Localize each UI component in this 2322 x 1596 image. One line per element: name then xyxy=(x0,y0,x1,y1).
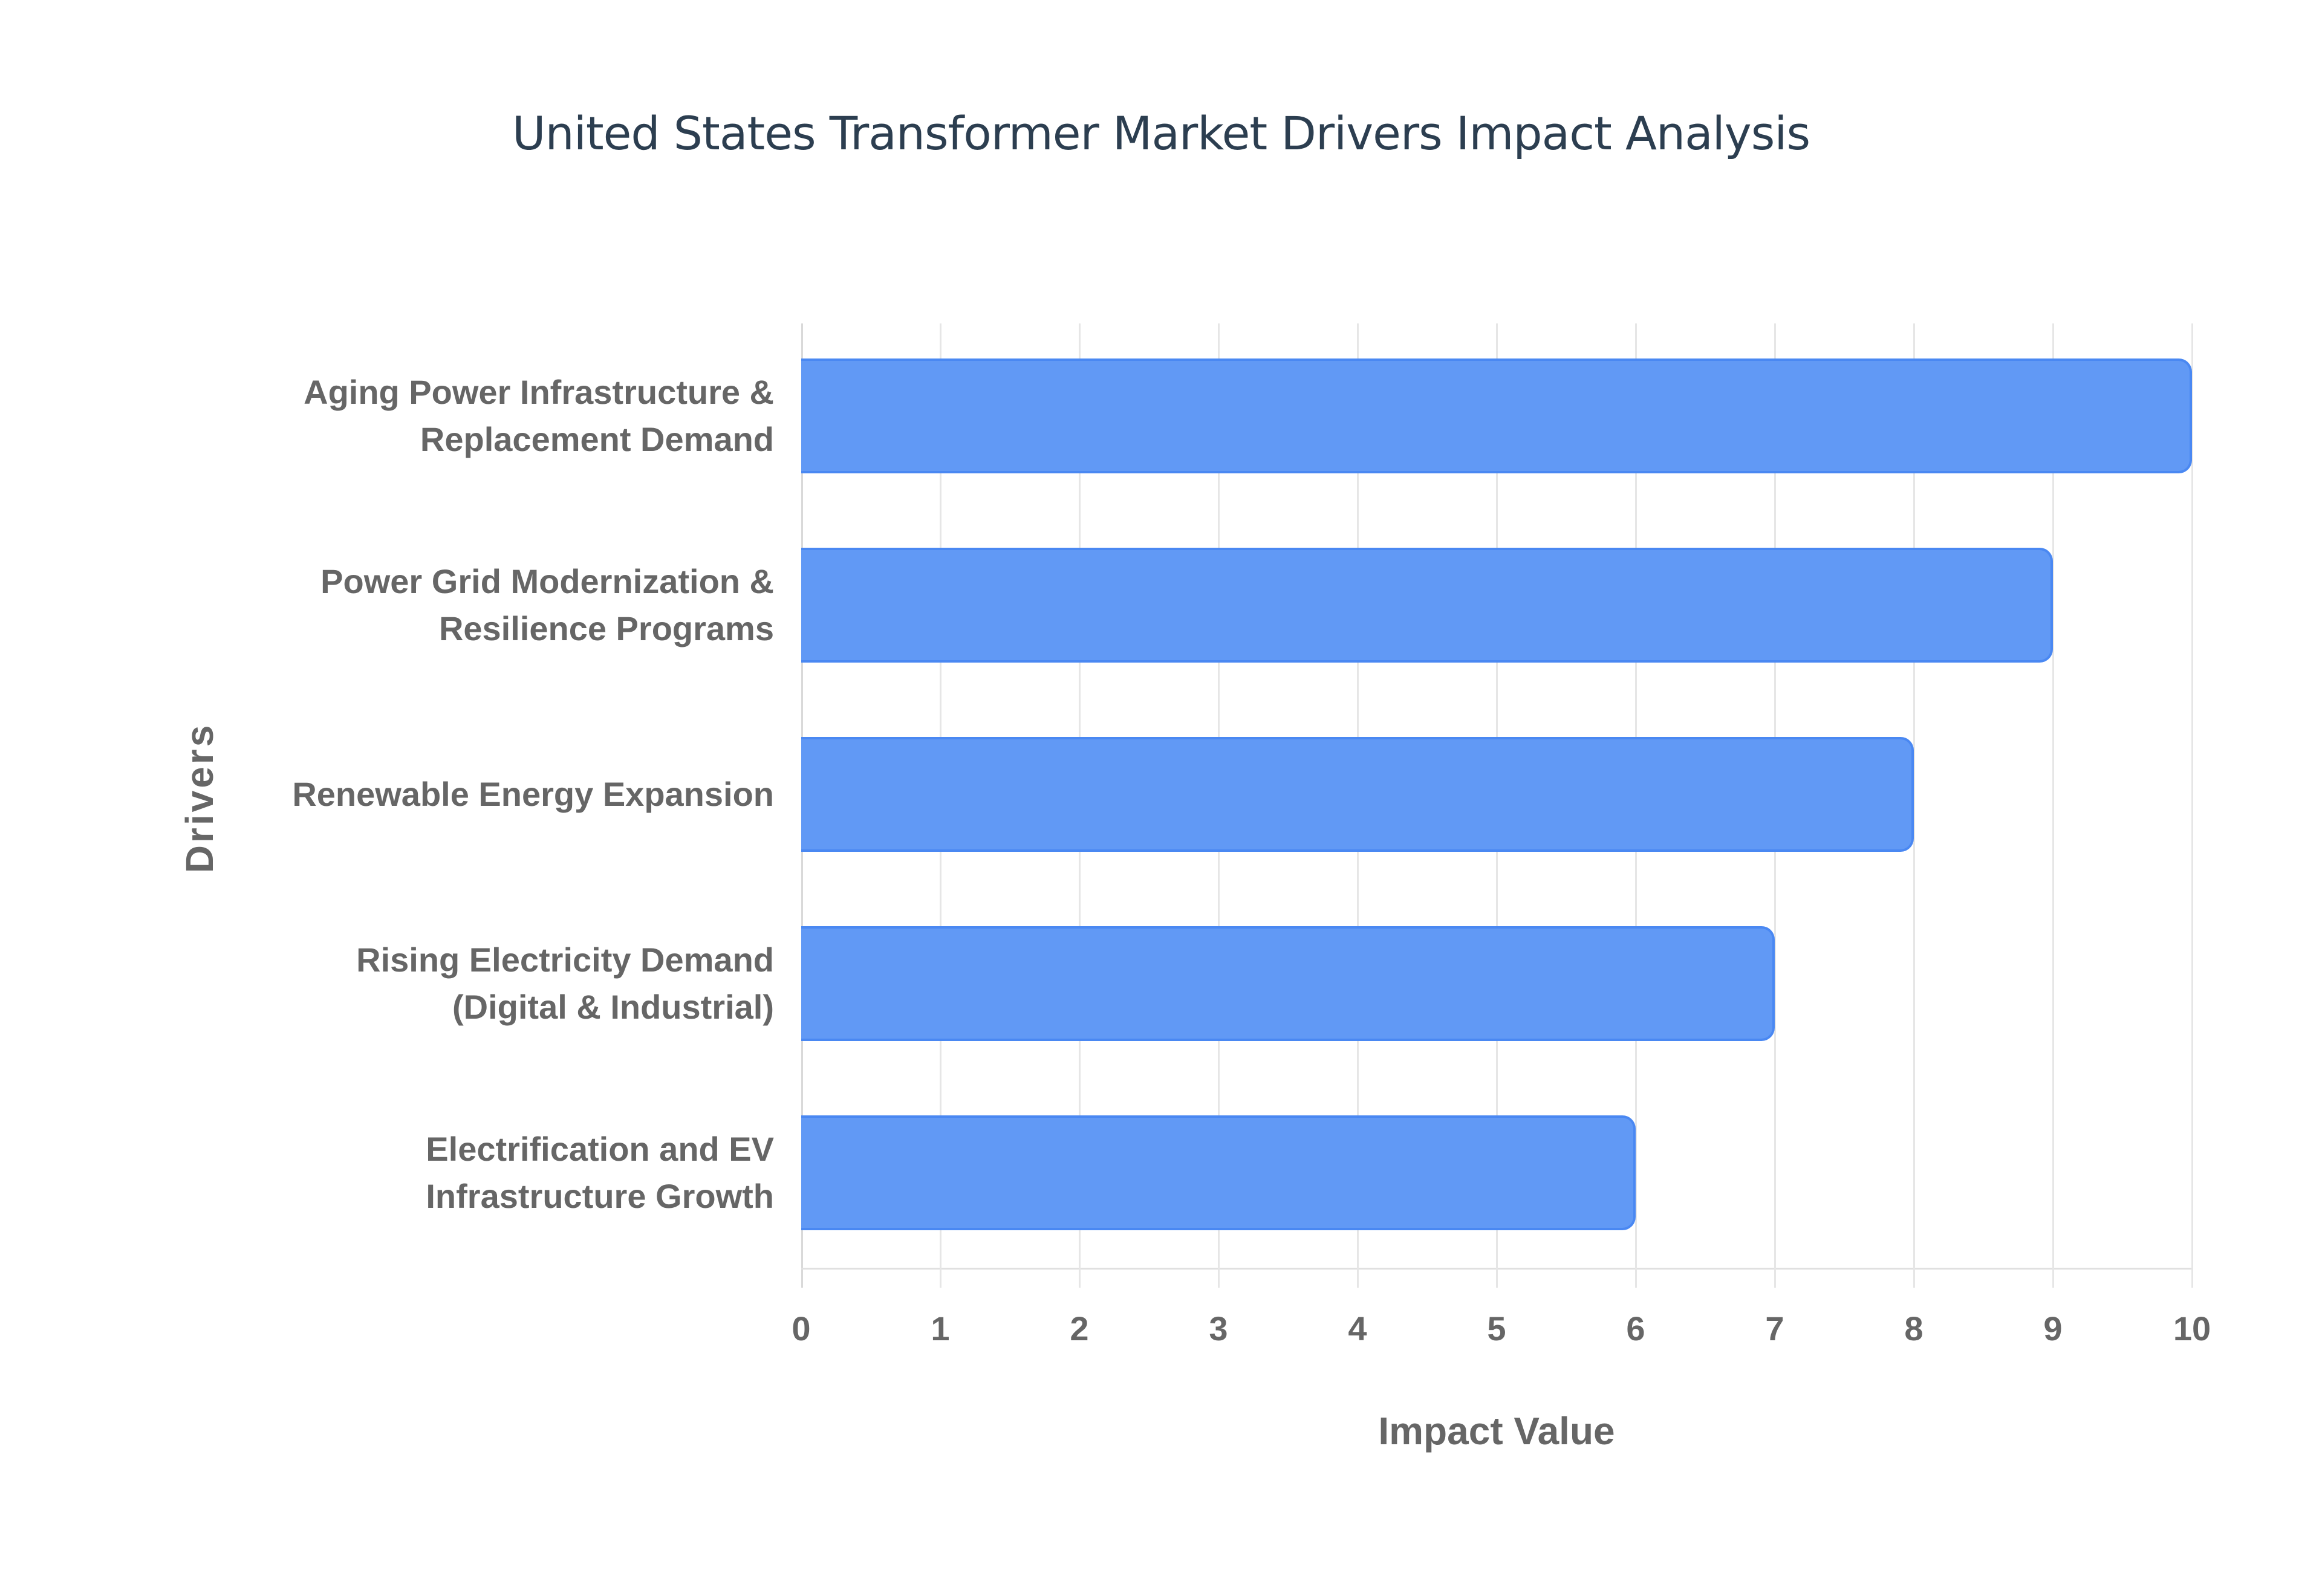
x-tick-label: 0 xyxy=(792,1309,811,1348)
x-tick-label: 1 xyxy=(931,1309,950,1348)
bar[interactable] xyxy=(801,737,1914,852)
y-tick-label-line: Renewable Energy Expansion xyxy=(292,775,774,813)
chart-title: United States Transformer Market Drivers… xyxy=(512,106,1810,160)
y-tick-label-line: Rising Electricity Demand xyxy=(356,941,774,979)
y-tick-label: Aging Power Infrastructure & Replacement … xyxy=(48,369,774,463)
x-tick-label: 5 xyxy=(1487,1309,1506,1348)
bar[interactable] xyxy=(801,358,2192,473)
x-tick-label: 9 xyxy=(2043,1309,2063,1348)
gridline xyxy=(2191,323,2193,1288)
x-tick-label: 2 xyxy=(1070,1309,1089,1348)
y-tick-label-line: Resilience Programs xyxy=(438,609,774,647)
x-tick-label: 6 xyxy=(1626,1309,1645,1348)
bar[interactable] xyxy=(801,926,1775,1041)
gridline xyxy=(1913,323,1915,1288)
x-axis-title: Impact Value xyxy=(1378,1409,1615,1453)
bar[interactable] xyxy=(801,1115,1636,1230)
y-tick-label-line: Aging Power Infrastructure & xyxy=(304,373,774,411)
y-tick-label: Power Grid Modernization & Resilience Pro… xyxy=(48,558,774,652)
plot-area xyxy=(801,323,2193,1288)
y-tick-label-line: (Digital & Industrial) xyxy=(452,988,774,1026)
y-tick-label: Electrification and EV Infrastructure Gro… xyxy=(48,1126,774,1220)
y-tick-label: Renewable Energy Expansion xyxy=(48,771,774,818)
x-tick-label: 8 xyxy=(1904,1309,1924,1348)
x-tick-label: 10 xyxy=(2173,1309,2211,1348)
x-tick-label: 7 xyxy=(1765,1309,1784,1348)
x-tick-label: 4 xyxy=(1348,1309,1367,1348)
bar[interactable] xyxy=(801,548,2053,663)
y-tick-label-line: Replacement Demand xyxy=(420,420,774,458)
y-tick-label-line: Infrastructure Growth xyxy=(426,1177,774,1215)
gridline xyxy=(2052,323,2054,1288)
y-tick-label-line: Power Grid Modernization & xyxy=(320,562,774,600)
y-tick-label: Rising Electricity Demand (Digital & Indu… xyxy=(48,936,774,1031)
x-tick-label: 3 xyxy=(1209,1309,1228,1348)
y-tick-label-line: Electrification and EV xyxy=(426,1130,774,1168)
